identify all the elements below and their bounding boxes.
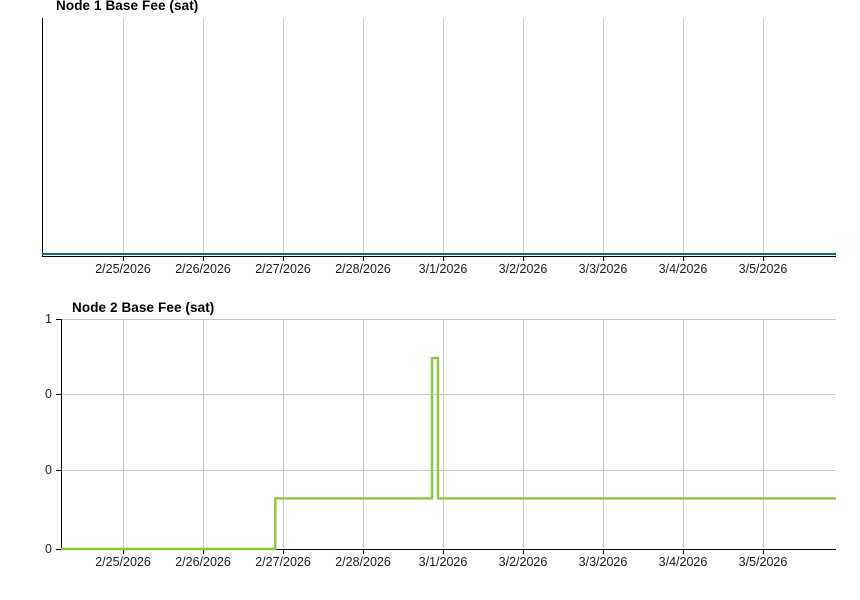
x-tick-mark [683,257,684,261]
y-axis-line-node1 [42,18,43,257]
y-tick-mark [56,394,61,395]
gridline-vertical [283,18,284,257]
series-line-node2 [61,356,836,551]
y-tick-mark [56,319,61,320]
x-tick-label: 2/27/2026 [255,555,311,569]
gridline-vertical [683,18,684,257]
x-tick-label: 2/26/2026 [175,555,231,569]
x-tick-mark [123,550,124,554]
gridline-vertical [363,319,364,550]
y-tick-label: 0 [45,463,52,477]
x-tick-mark [603,257,604,261]
x-tick-mark [523,257,524,261]
x-tick-label: 3/1/2026 [418,262,468,276]
gridline-vertical [763,319,764,550]
chart-title-node2: Node 2 Base Fee (sat) [72,300,215,315]
series-line-node1 [42,253,836,255]
x-tick-mark [363,257,364,261]
gridline-vertical [763,18,764,257]
plot-area-node2 [56,319,836,554]
gridline-vertical [523,18,524,257]
gridline-vertical [603,18,604,257]
gridline-vertical [683,319,684,550]
x-tick-mark [763,257,764,261]
x-tick-mark [123,257,124,261]
x-tick-label: 3/2/2026 [498,262,548,276]
gridline-horizontal [61,319,836,320]
x-tick-mark [763,550,764,554]
x-tick-mark [443,257,444,261]
gridline-vertical [603,319,604,550]
x-tick-label: 3/3/2026 [578,555,628,569]
x-tick-label: 3/1/2026 [418,555,468,569]
x-tick-mark [203,550,204,554]
x-axis-line-node2 [61,549,836,550]
y-tick-mark [56,470,61,471]
x-tick-label: 2/26/2026 [175,262,231,276]
y-tick-label: 1 [45,312,52,326]
x-tick-label: 2/28/2026 [335,555,391,569]
x-tick-label: 2/25/2026 [95,555,151,569]
x-tick-mark [283,257,284,261]
x-tick-label: 2/28/2026 [335,262,391,276]
x-tick-label: 3/3/2026 [578,262,628,276]
gridline-vertical [443,18,444,257]
y-tick-label: 0 [45,542,52,556]
gridline-vertical [203,18,204,257]
chart-panel-node2: Node 2 Base Fee (sat) 1 0 0 [0,290,860,600]
x-tick-label: 3/5/2026 [738,555,788,569]
x-tick-mark [443,550,444,554]
x-tick-mark [363,550,364,554]
gridline-vertical [203,319,204,550]
gridline-horizontal [61,470,836,471]
x-tick-label: 3/2/2026 [498,555,548,569]
x-axis-line-node1 [42,256,836,257]
gridline-horizontal [61,394,836,395]
gridline-vertical [123,319,124,550]
gridline-vertical [283,319,284,550]
gridline-vertical [123,18,124,257]
chart-panel-node1: Node 1 Base Fee (sat) 2/25/2026 2/26/202… [0,0,860,290]
y-tick-mark [56,549,61,550]
gridline-vertical [523,319,524,550]
x-tick-mark [203,257,204,261]
y-axis-line-node2 [61,319,62,550]
x-tick-label: 2/25/2026 [95,262,151,276]
x-tick-mark [283,550,284,554]
gridline-vertical [443,319,444,550]
x-tick-mark [683,550,684,554]
x-tick-label: 3/4/2026 [658,555,708,569]
gridline-vertical [363,18,364,257]
chart-title-node1: Node 1 Base Fee (sat) [56,0,199,13]
x-tick-label: 3/5/2026 [738,262,788,276]
x-tick-mark [523,550,524,554]
x-tick-label: 2/27/2026 [255,262,311,276]
plot-area-node1 [42,18,836,261]
x-tick-mark [603,550,604,554]
x-tick-label: 3/4/2026 [658,262,708,276]
y-tick-label: 0 [45,387,52,401]
